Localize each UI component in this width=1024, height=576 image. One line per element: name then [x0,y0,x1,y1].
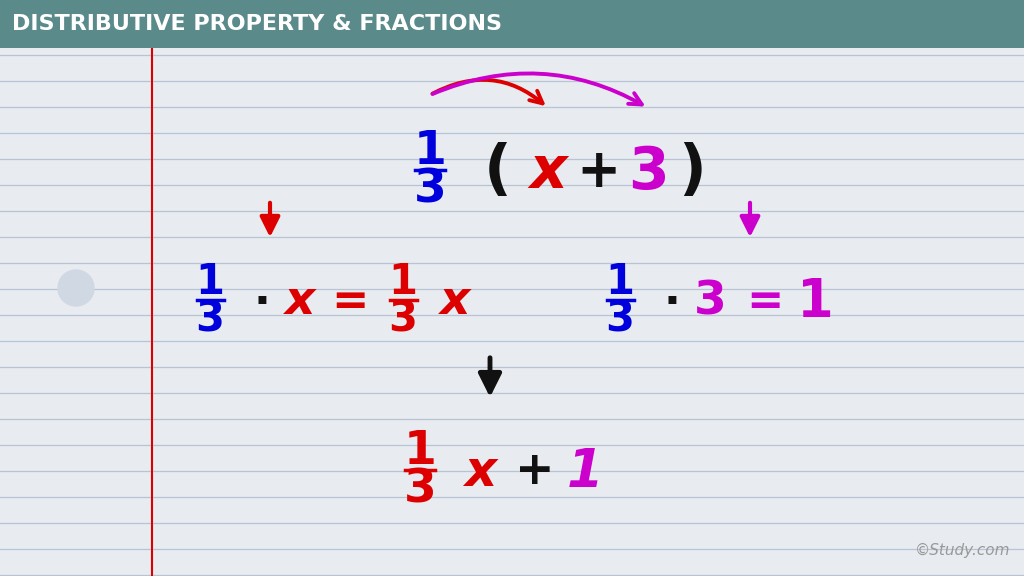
Text: 1: 1 [196,261,224,303]
FancyBboxPatch shape [0,0,1024,48]
Text: =: = [746,281,783,324]
Text: 3: 3 [628,143,669,200]
Text: x: x [464,448,496,496]
Text: ·: · [254,281,270,324]
Text: (: ( [484,142,512,202]
Text: x: x [529,143,567,200]
Text: DISTRIBUTIVE PROPERTY & FRACTIONS: DISTRIBUTIVE PROPERTY & FRACTIONS [12,14,502,34]
Text: 1: 1 [388,261,418,303]
Text: 1: 1 [605,261,635,303]
Text: x: x [439,279,470,324]
Text: 1: 1 [797,276,834,328]
Text: 1: 1 [414,130,446,175]
Text: 3: 3 [693,279,726,324]
Text: 3: 3 [196,299,224,341]
Text: 3: 3 [388,299,418,341]
Text: 3: 3 [605,299,635,341]
Text: =: = [332,281,369,324]
Text: 1: 1 [403,430,436,475]
Text: ·: · [664,281,680,324]
Text: 3: 3 [414,168,446,213]
Text: +: + [515,449,555,495]
Text: 3: 3 [403,468,436,513]
Text: 1: 1 [566,446,603,498]
Text: ): ) [678,142,706,202]
Text: ©Study.com: ©Study.com [914,543,1010,558]
Text: x: x [285,279,315,324]
Text: +: + [575,146,621,198]
Circle shape [58,270,94,306]
